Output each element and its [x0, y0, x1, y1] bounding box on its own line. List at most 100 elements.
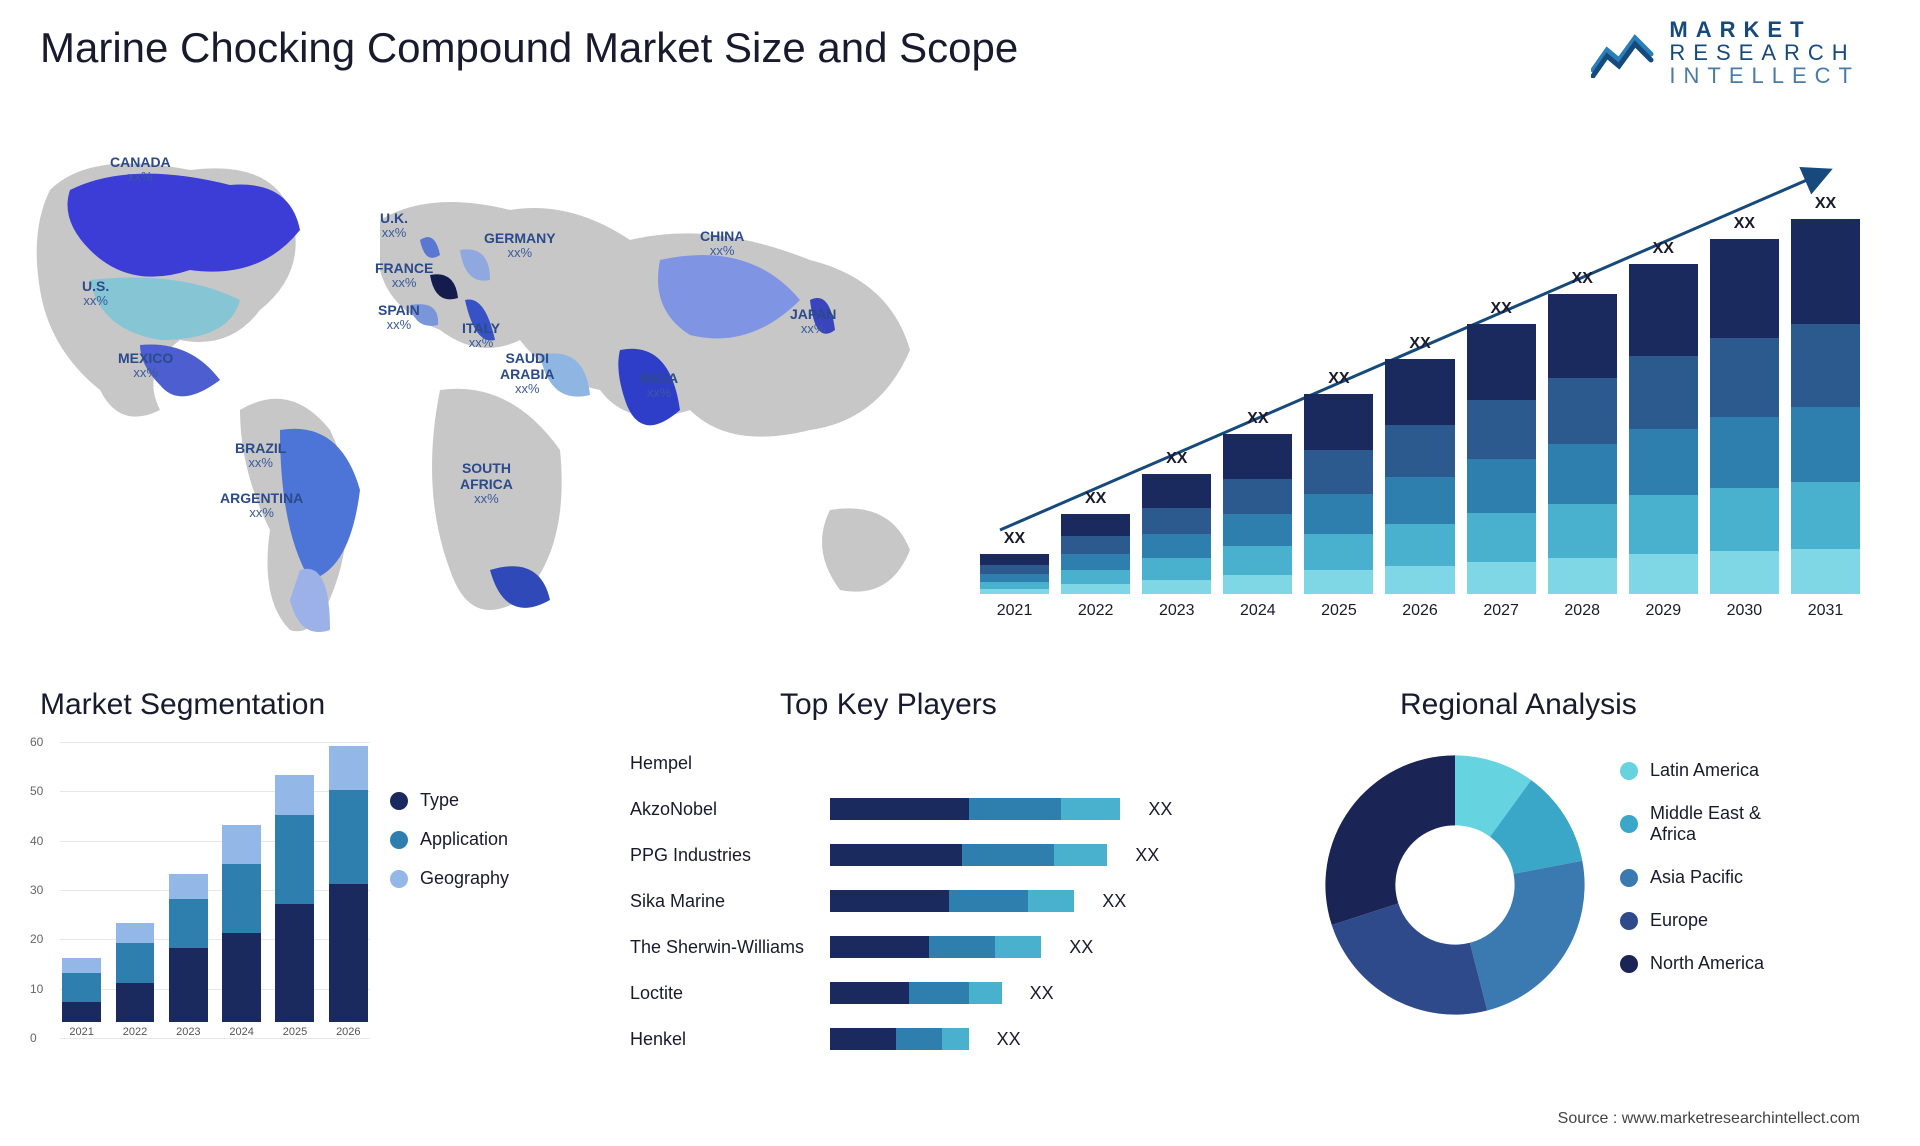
map-label-japan: JAPANxx% [790, 306, 836, 337]
regional-legend-item: Middle East &Africa [1620, 803, 1764, 845]
map-label-uk: U.K.xx% [380, 210, 408, 241]
player-name: Sika Marine [630, 891, 830, 912]
legend-label: Type [420, 790, 459, 811]
map-label-southafrica: SOUTHAFRICAxx% [460, 460, 513, 507]
growth-bar-label: XX [1085, 490, 1106, 508]
growth-bar-year: 2029 [1646, 602, 1682, 620]
seg-bar-segment [62, 1002, 101, 1022]
player-bar [830, 844, 1250, 866]
seg-bar-year: 2023 [176, 1026, 200, 1038]
growth-bar-seg [1710, 338, 1779, 416]
seg-bar-segment [329, 884, 368, 1022]
growth-bar-seg [1791, 549, 1860, 594]
legend-label: Asia Pacific [1650, 867, 1743, 888]
map-label-mexico: MEXICOxx% [118, 350, 173, 381]
growth-bar-seg [1061, 570, 1130, 584]
donut-slice-northamerica [1325, 755, 1455, 925]
growth-bar-seg [1791, 219, 1860, 324]
legend-swatch [390, 792, 408, 810]
seg-bar-segment [329, 790, 368, 884]
growth-bar-seg [1467, 459, 1536, 513]
growth-bar-seg [1548, 558, 1617, 594]
growth-bar-label: XX [1166, 450, 1187, 468]
player-bar-seg [995, 936, 1041, 958]
growth-bar-seg [1548, 294, 1617, 378]
growth-bar-label: XX [1572, 270, 1593, 288]
player-bar-seg [969, 798, 1061, 820]
growth-bar-seg [980, 582, 1049, 589]
growth-bar-year: 2028 [1564, 602, 1600, 620]
growth-bar-seg [1385, 477, 1454, 524]
growth-bar-seg [1304, 570, 1373, 594]
player-bar-seg [830, 798, 969, 820]
player-row: PPG IndustriesXX [630, 832, 1250, 878]
growth-bar-2021: XX2021 [980, 530, 1049, 620]
seg-legend-item: Geography [390, 868, 509, 889]
seg-legend-item: Type [390, 790, 509, 811]
legend-swatch [1620, 912, 1638, 930]
growth-bar-seg [1304, 494, 1373, 534]
growth-bar-seg [1061, 514, 1130, 536]
growth-bar-seg [1467, 562, 1536, 594]
players-title: Top Key Players [780, 688, 997, 722]
player-bar-seg [929, 936, 995, 958]
map-label-argentina: ARGENTINAxx% [220, 490, 303, 521]
growth-bar-2024: XX2024 [1223, 410, 1292, 620]
map-label-france: FRANCExx% [375, 260, 433, 291]
growth-bar-year: 2026 [1402, 602, 1438, 620]
player-value: XX [1135, 845, 1159, 866]
seg-bar-2022: 2022 [113, 923, 156, 1038]
seg-ytick: 20 [30, 932, 43, 946]
player-name: Henkel [630, 1029, 830, 1050]
growth-bar-seg [1304, 534, 1373, 570]
growth-bar-2031: XX2031 [1791, 195, 1860, 620]
map-label-us: U.S.xx% [82, 278, 109, 309]
segmentation-chart: 0102030405060 202120222023202420252026 [30, 742, 370, 1062]
player-bar [830, 936, 1250, 958]
growth-bar-year: 2031 [1808, 602, 1844, 620]
seg-bar-segment [169, 948, 208, 1022]
seg-bar-segment [222, 825, 261, 864]
growth-bar-seg [1385, 524, 1454, 566]
growth-bar-year: 2023 [1159, 602, 1195, 620]
legend-swatch [390, 870, 408, 888]
map-label-saudiarabia: SAUDIARABIAxx% [500, 350, 554, 397]
source-credit: Source : www.marketresearchintellect.com [1558, 1110, 1860, 1128]
donut-slice-europe [1332, 903, 1487, 1014]
seg-bar-segment [62, 958, 101, 973]
seg-bar-2024: 2024 [220, 825, 263, 1038]
growth-bar-seg [1223, 575, 1292, 594]
regional-legend-item: Asia Pacific [1620, 867, 1764, 888]
player-bar-seg [949, 890, 1028, 912]
legend-swatch [390, 831, 408, 849]
growth-bar-label: XX [1247, 410, 1268, 428]
growth-bar-2029: XX 2029 [1629, 240, 1698, 620]
seg-ytick: 30 [30, 883, 43, 897]
regional-legend-item: North America [1620, 953, 1764, 974]
growth-bar-seg [1548, 444, 1617, 504]
logo-icon [1591, 28, 1655, 78]
seg-bar-year: 2026 [336, 1026, 360, 1038]
logo-text-2: RESEARCH [1669, 41, 1860, 64]
growth-bar-label: XX [1004, 530, 1025, 548]
map-label-india: INDIAxx% [640, 370, 678, 401]
player-bar-seg [1061, 798, 1120, 820]
legend-swatch [1620, 762, 1638, 780]
growth-bar-seg [1791, 324, 1860, 407]
seg-ytick: 0 [30, 1031, 37, 1045]
growth-bar-year: 2025 [1321, 602, 1357, 620]
logo-text-1: MARKET [1669, 18, 1860, 41]
player-bar-seg [1054, 844, 1107, 866]
growth-bar-label: XX [1653, 240, 1674, 258]
regional-donut [1320, 750, 1590, 1020]
growth-bar-seg [1061, 536, 1130, 554]
player-bar-seg [830, 844, 962, 866]
regional-legend-item: Latin America [1620, 760, 1764, 781]
legend-label: Middle East &Africa [1650, 803, 1761, 845]
growth-bar-seg [1223, 514, 1292, 546]
seg-bar-segment [329, 746, 368, 790]
player-row: AkzoNobelXX [630, 786, 1250, 832]
player-name: AkzoNobel [630, 799, 830, 820]
seg-bar-segment [116, 943, 155, 982]
seg-bar-year: 2021 [69, 1026, 93, 1038]
